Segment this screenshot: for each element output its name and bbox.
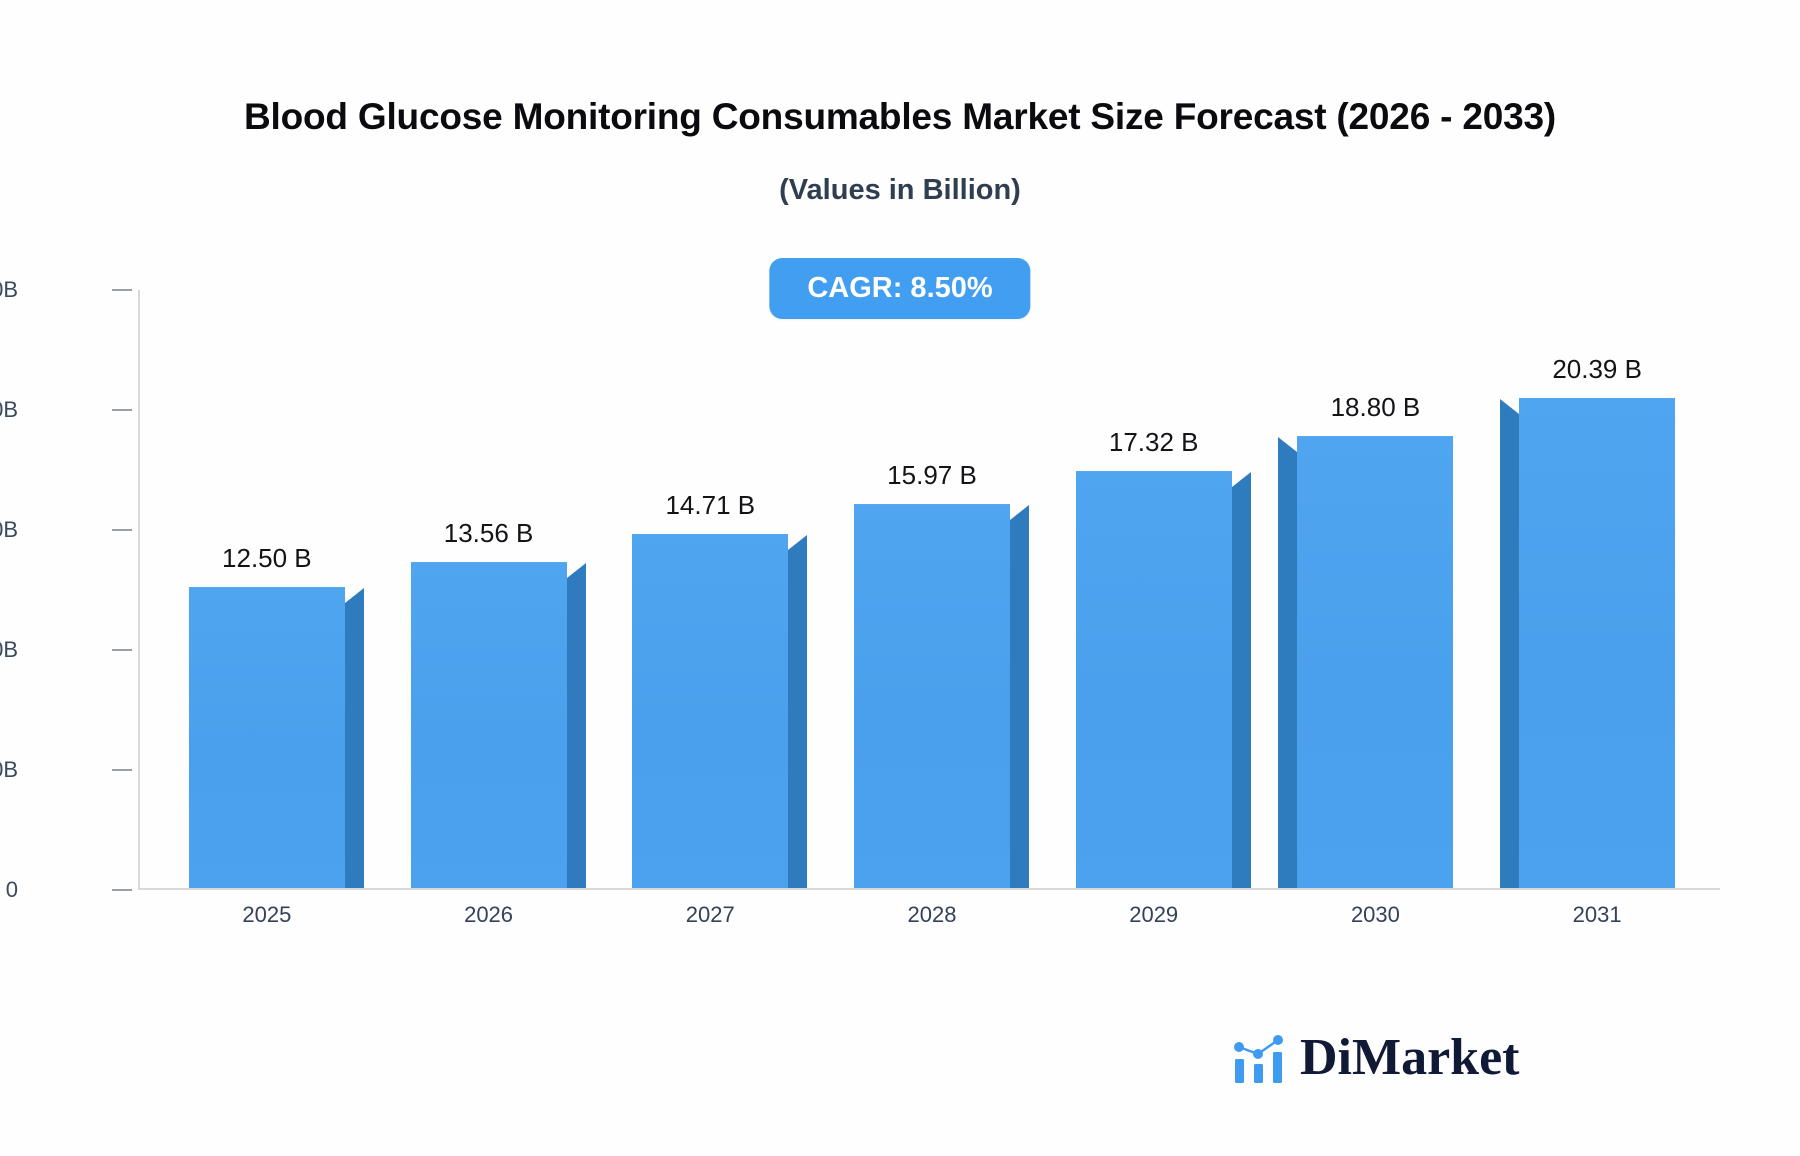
bar-chart-line-icon [1232,1032,1286,1084]
brand-logo: DiMarket [1232,1032,1519,1084]
bar-value-label: 14.71 B [665,489,756,520]
y-axis-label: 15.0B [0,517,18,542]
page-title: Blood Glucose Monitoring Consumables Mar… [244,96,1556,137]
bar-value-label: 20.39 B [1552,353,1642,384]
bar-front-face [1297,435,1454,888]
bar-2025[interactable]: 12.50 B [188,543,364,888]
bar-top-bevel [1278,436,1298,452]
bar-side-face [1231,472,1251,888]
x-axis-label: 2027 [685,902,735,927]
bar-side-face [788,534,808,888]
x-axis-label: 2028 [907,902,957,927]
x-axis-label: 2030 [1350,902,1400,927]
bar-value-label: 13.56 B [443,517,534,548]
y-axis-label: 25.0B [0,277,18,302]
bar-2027[interactable]: 14.71 B [632,490,808,888]
bar-top-bevel [1500,398,1520,414]
y-axis-tick [112,529,132,531]
x-axis-label: 2025 [242,902,292,927]
bar-side-face [1500,398,1520,888]
y-axis-tick [112,289,132,291]
y-axis-line [138,290,140,890]
bar-value-label: 15.97 B [887,459,977,490]
bar-value-label: 12.50 B [222,543,312,573]
bar-front-face [1075,471,1232,888]
x-axis-label: 2029 [1129,902,1179,927]
bar-side-face [1278,436,1298,888]
y-axis-tick [112,889,132,891]
bar-front-face [1519,397,1676,888]
bar-2030[interactable]: 18.80 B [1278,392,1454,888]
bar-top-bevel [344,588,364,603]
bar-top-bevel [788,534,808,550]
cagr-badge: CAGR: 8.50% [769,258,1031,319]
y-axis-tick [112,649,132,651]
bar-front-face [188,587,345,888]
bar-side-face [344,588,364,888]
y-axis-label: 0 [5,877,18,902]
y-axis-tick [112,769,132,771]
chart-subtitle: (Values in Billion) [779,174,1021,206]
bar-2028[interactable]: 15.97 B [854,460,1029,888]
y-axis-tick [112,409,132,411]
bar-side-face [1010,504,1029,888]
y-axis-label: 5.0B [0,757,18,782]
y-axis-label: 10.0B [0,637,18,662]
bar-front-face [632,533,789,888]
bar-value-label: 18.80 B [1330,391,1421,422]
bar-top-bevel [1010,504,1029,520]
plot-area: 0 5.0B 10.0B 15.0B 20.0B 25.0B 12.50 B 2025 13.… [0,277,1720,927]
bar-side-face [566,562,586,888]
bar-front-face [854,503,1010,888]
bar-top-bevel [566,562,586,578]
x-axis-label: 2026 [464,902,514,927]
bar-front-face [410,561,567,888]
bar-2031[interactable]: 20.39 B [1500,354,1676,888]
y-axis-label: 20.0B [0,397,18,422]
bar-value-label: 17.32 B [1108,427,1199,458]
brand-name: DiMarket [1300,1029,1520,1086]
bar-2029[interactable]: 17.32 B [1075,427,1251,888]
bar-top-bevel [1231,472,1251,488]
x-axis-label: 2031 [1572,902,1622,927]
x-axis-line [138,888,1720,890]
bar-2026[interactable]: 13.56 B [410,518,586,888]
